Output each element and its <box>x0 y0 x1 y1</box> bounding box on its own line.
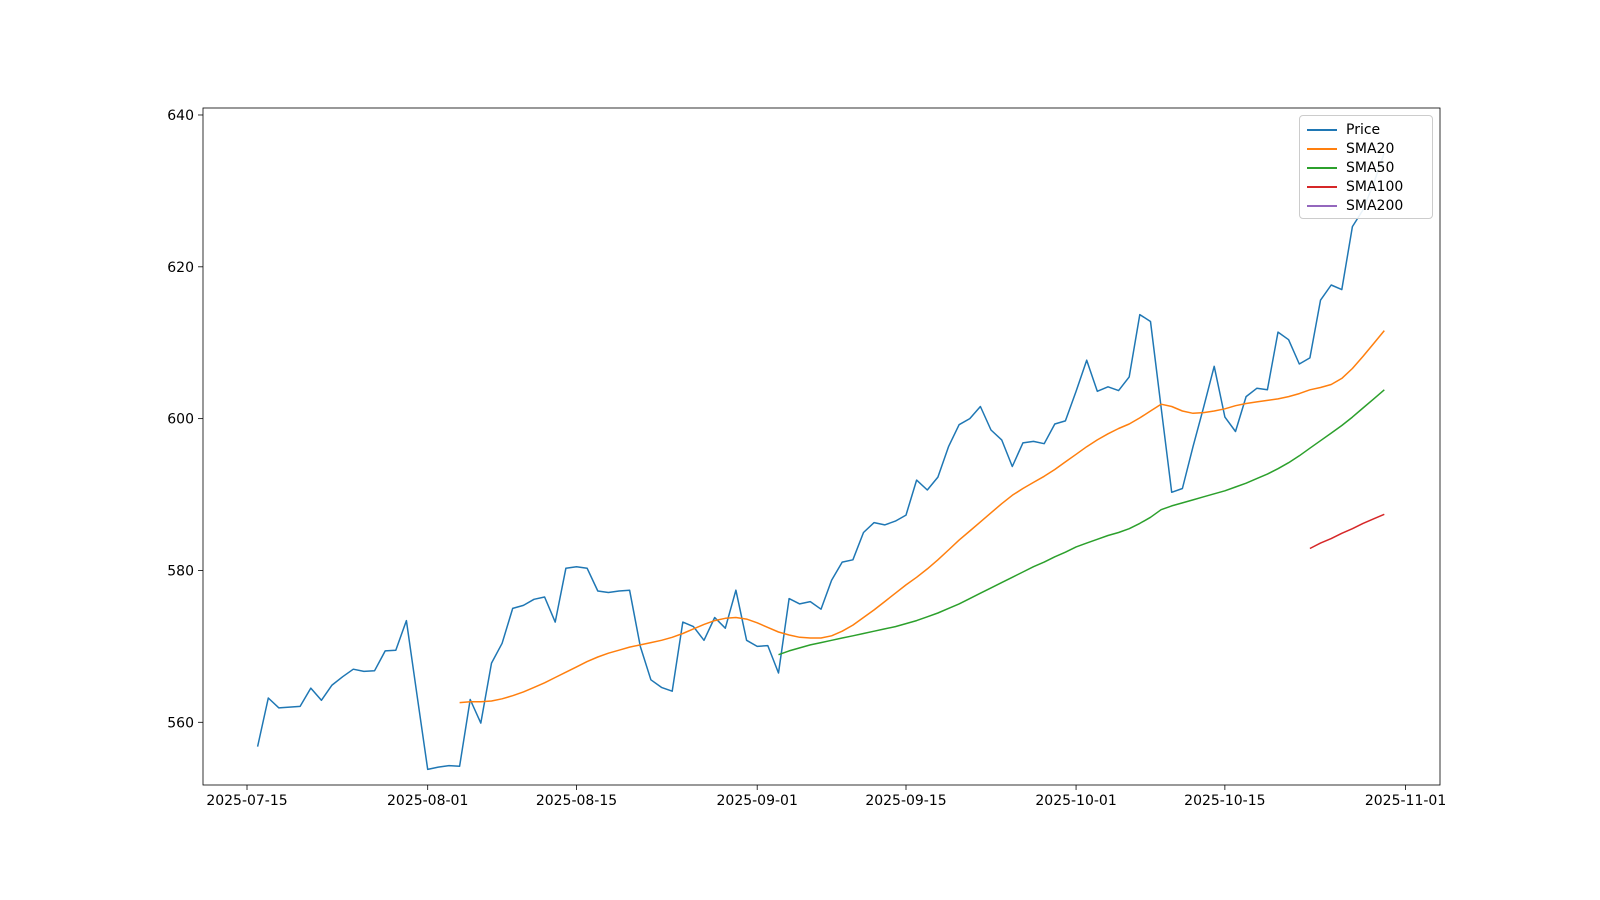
x-tick-label: 2025-10-15 <box>1184 793 1265 809</box>
legend: Price SMA20 SMA50 SMA100 SMA200 <box>1299 115 1433 219</box>
legend-entry-sma100: SMA100 <box>1307 178 1425 197</box>
series-line-sma100 <box>1309 513 1385 550</box>
x-tick-label: 2025-11-01 <box>1365 793 1446 809</box>
y-tick-label: 580 <box>167 563 194 579</box>
legend-swatch-sma50 <box>1307 166 1337 169</box>
legend-entry-sma50: SMA50 <box>1307 158 1425 177</box>
legend-label-sma100: SMA100 <box>1346 179 1404 196</box>
x-tick-label: 2025-09-15 <box>865 793 946 809</box>
y-tick-label: 600 <box>167 412 194 428</box>
series-line-price <box>256 152 1386 771</box>
x-tick-label: 2025-09-01 <box>717 793 798 809</box>
series-line-sma50 <box>778 389 1385 656</box>
legend-label-sma200: SMA200 <box>1346 198 1404 215</box>
legend-swatch-sma20 <box>1307 147 1337 150</box>
legend-entry-sma20: SMA20 <box>1307 139 1425 158</box>
legend-entry-price: Price <box>1307 120 1425 139</box>
y-tick-label: 560 <box>167 715 194 731</box>
y-tick-label: 640 <box>167 108 194 124</box>
legend-label-sma20: SMA20 <box>1346 140 1395 157</box>
x-tick-label: 2025-07-15 <box>206 793 287 809</box>
series-line-sma20 <box>459 330 1385 704</box>
axes-frame <box>202 107 1441 786</box>
legend-swatch-sma200 <box>1307 205 1337 208</box>
legend-swatch-price <box>1307 128 1337 131</box>
x-tick-label: 2025-08-01 <box>387 793 468 809</box>
x-tick-label: 2025-08-15 <box>536 793 617 809</box>
legend-swatch-sma100 <box>1307 186 1337 189</box>
series-lines <box>256 152 1386 771</box>
x-tick-label: 2025-10-01 <box>1035 793 1116 809</box>
legend-label-price: Price <box>1346 121 1381 138</box>
y-tick-label: 620 <box>167 260 194 276</box>
axes-layer: 2025-07-15 2025-08-01 2025-08-15 2025-09-01… <box>167 107 1446 809</box>
legend-label-sma50: SMA50 <box>1346 159 1395 176</box>
legend-entry-sma200: SMA200 <box>1307 197 1425 216</box>
